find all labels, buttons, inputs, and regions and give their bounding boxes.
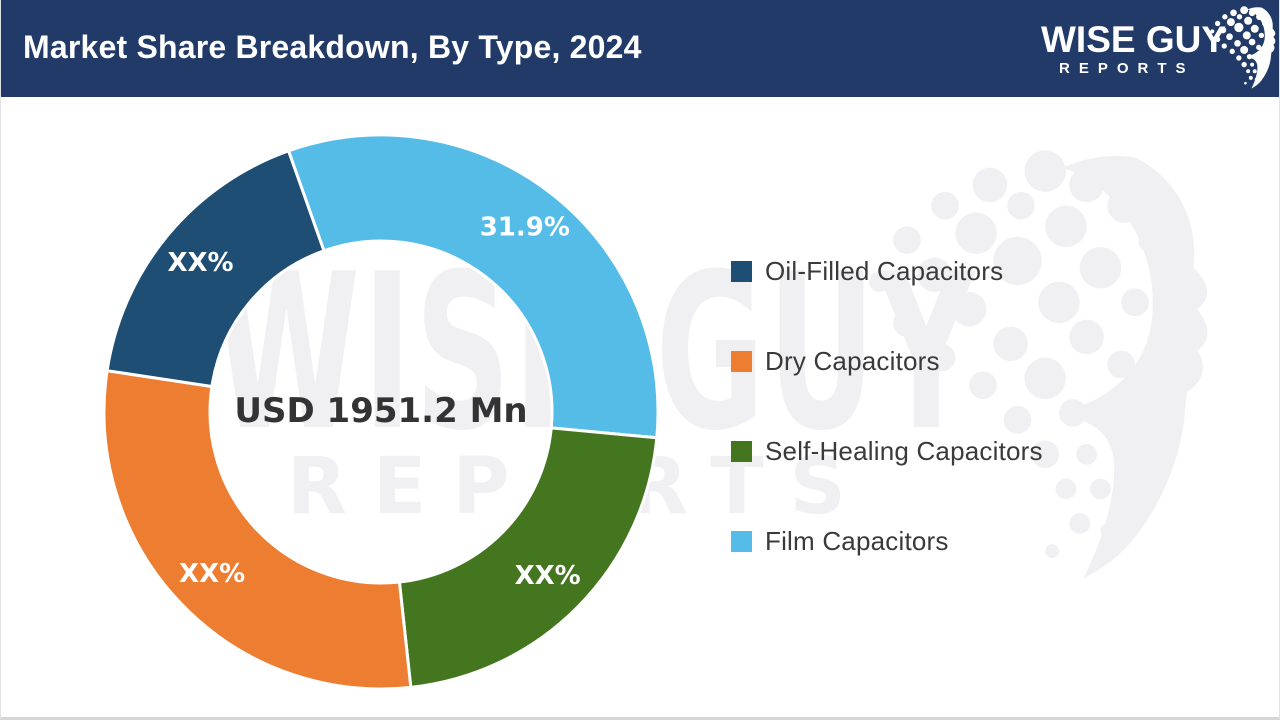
face-dot — [1090, 478, 1111, 500]
face-dot — [1234, 40, 1241, 47]
face-dot — [1210, 29, 1215, 34]
face-dot — [1241, 61, 1247, 68]
slice-label: XX% — [167, 248, 233, 278]
face-dot — [1214, 20, 1221, 27]
logo-wordmark: WISE GUY — [1041, 19, 1227, 60]
face-dot — [893, 309, 921, 337]
donut-center-value: USD 1951.2 Mn — [234, 391, 528, 431]
face-profile — [1062, 155, 1208, 579]
face-dot — [1250, 62, 1255, 67]
donut-chart: 31.9% XX% XX% XX% — [102, 133, 660, 691]
face-dot — [1107, 350, 1135, 379]
face-dot — [1007, 191, 1035, 220]
legend-swatch — [731, 530, 752, 552]
face-dot — [1240, 46, 1249, 54]
face-dot — [1069, 319, 1104, 355]
face-dot — [1242, 31, 1251, 40]
face-dot — [1252, 69, 1257, 74]
slice-label: XX% — [515, 561, 581, 591]
face-dot — [893, 226, 921, 254]
face-dot — [1045, 205, 1087, 248]
face-dot — [1003, 406, 1032, 434]
face-dot — [1250, 24, 1259, 33]
face-dot — [1226, 18, 1235, 27]
donut-slice-film-capacitors — [287, 133, 660, 440]
legend-item-film-capacitors: Film Capacitors — [731, 522, 1043, 560]
legend-item-oil-filled-capacitors: Oil-Filled Capacitors — [731, 252, 1043, 290]
legend-swatch — [731, 440, 752, 462]
face-dot — [1055, 478, 1077, 500]
face-dot — [931, 191, 959, 220]
page-title: Market Share Breakdown, By Type, 2024 — [23, 29, 642, 65]
face-dot — [1221, 43, 1227, 49]
face-dot — [1222, 14, 1228, 20]
donut-slice-dry-capacitors — [102, 369, 413, 691]
legend-item-dry-capacitors: Dry Capacitors — [731, 342, 1043, 380]
donut-slice-self-healing-capacitors — [397, 426, 659, 689]
legend-item-self-healing-capacitors: Self-Healing Capacitors — [731, 432, 1043, 470]
face-dot — [1256, 44, 1262, 50]
face-dot — [1236, 14, 1243, 20]
face-dot — [955, 212, 997, 254]
face-dot — [1229, 48, 1235, 54]
legend-swatch — [731, 260, 752, 282]
donut-slice-oil-filled-capacitors — [105, 149, 326, 388]
face-dot — [1236, 55, 1242, 61]
face-dot — [1214, 36, 1221, 43]
legend: Oil-Filled Capacitors Dry Capacitors Self-… — [731, 252, 1043, 612]
legend-label: Dry Capacitors — [765, 345, 940, 376]
wise-guy-face-logo-icon — [1210, 6, 1276, 89]
face-dot — [1079, 247, 1122, 289]
legend-swatch — [731, 350, 752, 372]
slice-label: 31.9% — [480, 212, 570, 242]
face-dot — [917, 257, 952, 292]
face-dot — [1038, 281, 1080, 324]
face-dot — [993, 326, 1028, 362]
face-dot — [1031, 440, 1059, 469]
legend-label: Self-Healing Capacitors — [765, 435, 1043, 466]
face-dot — [993, 236, 1042, 286]
legend-label: Film Capacitors — [765, 525, 949, 556]
slice-label: XX% — [179, 559, 245, 589]
face-dot — [869, 271, 890, 292]
face-dot — [1219, 26, 1227, 34]
face-dot — [1246, 69, 1251, 74]
face-dot — [1248, 38, 1256, 46]
face-profile — [1247, 7, 1276, 89]
header-bar: Market Share Breakdown, By Type, 2024 WI… — [1, 0, 1279, 97]
face-dot — [972, 167, 1008, 203]
face-dot — [1248, 75, 1253, 80]
face-dot — [1258, 32, 1265, 39]
face-dot — [1069, 513, 1091, 534]
face-dot — [951, 292, 987, 327]
legend-label: Oil-Filled Capacitors — [765, 255, 1004, 286]
face-dot — [1024, 357, 1066, 400]
face-dot — [1234, 22, 1244, 33]
face-dot — [1230, 9, 1237, 17]
watermark-face-icon — [869, 150, 1208, 579]
face-dot — [969, 371, 997, 400]
logo-subtitle: REPORTS — [1059, 60, 1195, 77]
face-dot — [927, 343, 956, 372]
face-dot — [1076, 444, 1097, 465]
face-dot — [1240, 6, 1249, 15]
face-dot — [1226, 33, 1233, 41]
face-dot — [1244, 81, 1247, 85]
face-dot — [1121, 288, 1149, 317]
face-dot — [1244, 16, 1253, 25]
face-dot — [1024, 150, 1066, 192]
face-dot — [1045, 544, 1059, 558]
